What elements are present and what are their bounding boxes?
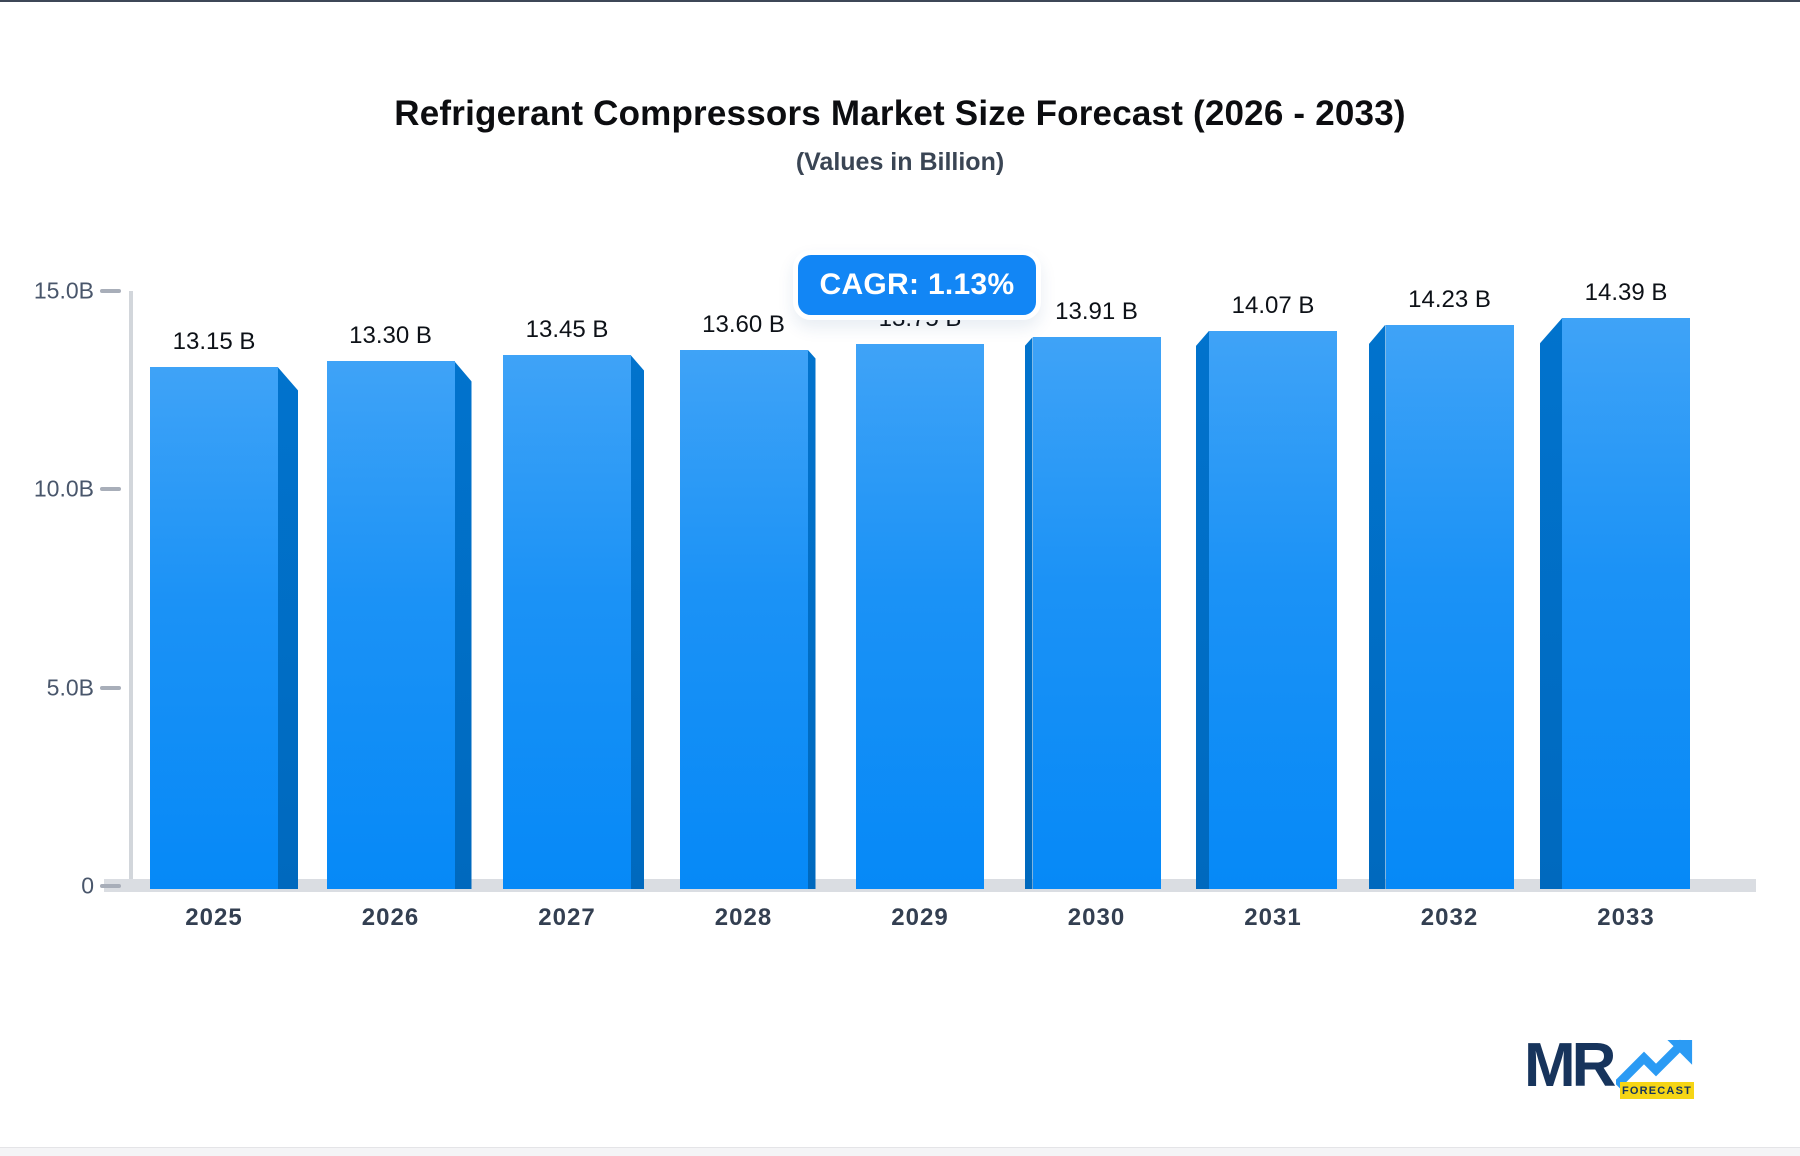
bar-2026 <box>326 361 455 889</box>
bar-value-label-2032: 14.23 B <box>1408 285 1491 313</box>
y-tick-label-5.0B: 5.0B <box>46 674 94 701</box>
x-axis-label-2028: 2028 <box>714 904 773 931</box>
chart-title: Refrigerant Compressors Market Size Fore… <box>394 94 1406 133</box>
x-axis-label-2032: 2032 <box>1420 904 1479 931</box>
y-tick-mark-5.0B <box>100 685 121 690</box>
y-tick-mark-10.0B <box>100 487 121 492</box>
bar-2032 <box>1385 324 1514 889</box>
bar-value-label-2033: 14.39 B <box>1584 279 1668 307</box>
bar-side-face-2028 <box>807 349 816 889</box>
x-axis-label-2025: 2025 <box>185 904 243 931</box>
bar-side-face-2032 <box>1368 324 1386 889</box>
bar-side-face-2027 <box>631 355 644 889</box>
bar-value-label-2028: 13.60 B <box>702 310 785 338</box>
bar-side-face-2031 <box>1196 330 1209 889</box>
x-axis-label-2031: 2031 <box>1244 904 1302 931</box>
bar-side-face-2033 <box>1540 318 1562 889</box>
bar-2030 <box>1032 337 1161 889</box>
trend-arrow-icon <box>1613 1038 1698 1095</box>
bar-side-face-2025 <box>278 367 298 889</box>
bar-2025 <box>150 367 278 889</box>
bar-2029 <box>856 343 984 889</box>
bar-value-label-2031: 14.07 B <box>1231 291 1315 319</box>
x-axis-label-2030: 2030 <box>1067 904 1126 931</box>
bar-value-label-2030: 13.91 B <box>1055 298 1138 326</box>
top-border-line <box>0 0 1800 2</box>
x-axis-label-2027: 2027 <box>538 904 596 931</box>
cagr-badge: CAGR: 1.13% <box>793 250 1041 320</box>
x-axis-label-2029: 2029 <box>891 904 949 931</box>
logo-mr-text: MR <box>1524 1031 1616 1100</box>
bar-2031 <box>1209 330 1337 889</box>
y-tick-label-10.0B: 10.0B <box>33 475 94 502</box>
y-tick-mark-0 <box>100 884 121 888</box>
bottom-edge-strip <box>0 1147 1800 1156</box>
x-axis-label-2026: 2026 <box>361 904 420 931</box>
bar-2028 <box>679 349 808 889</box>
logo-forecast-text: FORECAST <box>1620 1082 1694 1099</box>
y-tick-label-0: 0 <box>81 872 94 899</box>
bar-2033 <box>1562 318 1690 889</box>
y-tick-label-15.0B: 15.0B <box>33 277 94 304</box>
bar-value-label-2025: 13.15 B <box>172 328 256 356</box>
bar-side-face-2026 <box>454 361 472 889</box>
bar-2027 <box>503 355 631 889</box>
x-axis-label-2033: 2033 <box>1597 904 1655 931</box>
brand-logo: MR FORECAST <box>1524 1031 1704 1106</box>
bar-side-face-2030 <box>1024 337 1033 889</box>
chart-subtitle: (Values in Billion) <box>795 148 1005 176</box>
y-axis-line <box>129 291 133 889</box>
bar-value-label-2026: 13.30 B <box>349 322 432 350</box>
y-tick-mark-15.0B <box>100 289 121 293</box>
bar-value-label-2027: 13.45 B <box>525 316 609 344</box>
